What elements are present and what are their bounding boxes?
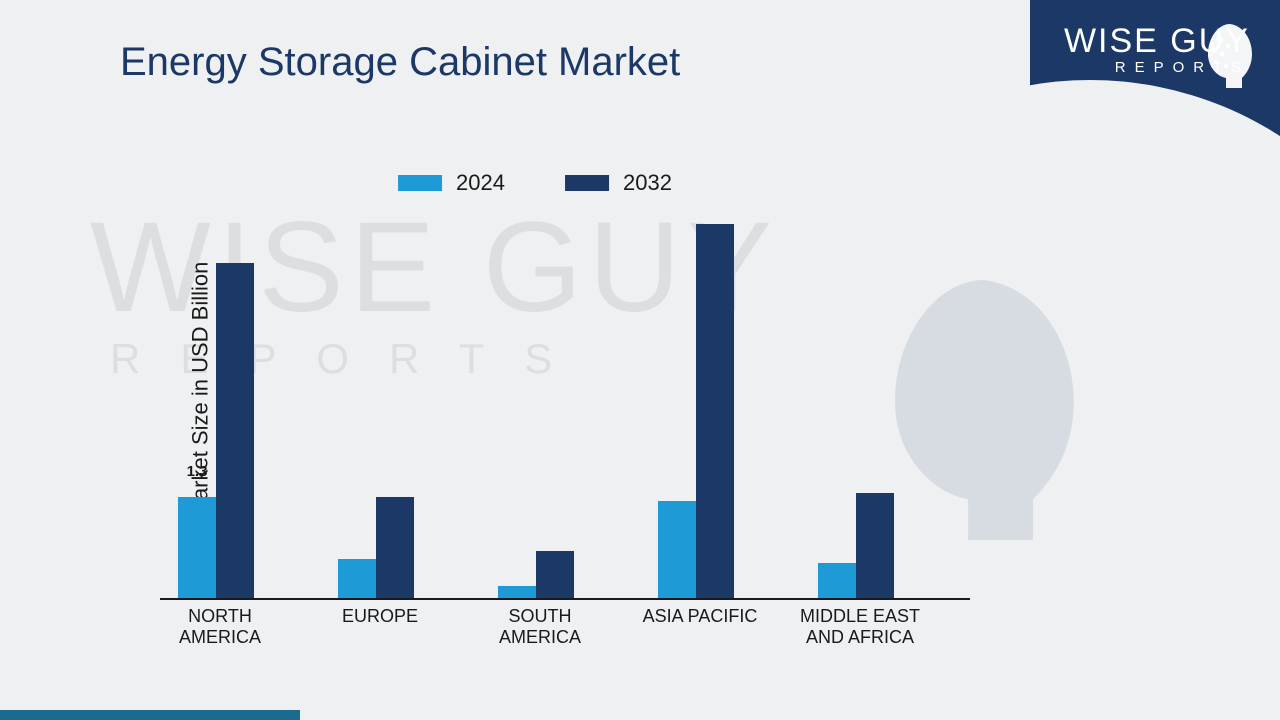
- category-label: MIDDLE EAST AND AFRICA: [790, 606, 930, 647]
- head-icon: [1192, 20, 1256, 92]
- bar-2024: [498, 586, 536, 598]
- bottom-accent-bar: [0, 710, 300, 720]
- bar-2024: [658, 501, 696, 599]
- category-label: SOUTH AMERICA: [470, 606, 610, 647]
- chart-canvas: WISE GUY REPORTS Energy Storage Cabinet …: [0, 0, 1280, 720]
- legend-item-2032: 2032: [565, 170, 672, 196]
- bar-2024: [818, 563, 856, 598]
- brand-logo: WISE GUY REPORTS: [1064, 24, 1250, 75]
- category-label: NORTH AMERICA: [150, 606, 290, 647]
- bar-value-label: 1.3: [187, 463, 208, 480]
- bar-chart: Market Size in USD Billion 2024 2032 1.3…: [100, 180, 970, 600]
- legend-label-2032: 2032: [623, 170, 672, 196]
- legend-swatch-2032: [565, 175, 609, 191]
- bar-2032: [376, 497, 414, 598]
- legend-item-2024: 2024: [398, 170, 505, 196]
- legend-label-2024: 2024: [456, 170, 505, 196]
- category-label: EUROPE: [310, 606, 450, 627]
- bar-2032: [216, 263, 254, 598]
- legend-swatch-2024: [398, 175, 442, 191]
- bar-2032: [536, 551, 574, 598]
- bar-2024: [178, 497, 216, 598]
- x-axis: [160, 598, 970, 600]
- legend: 2024 2032: [398, 170, 672, 196]
- plot-area: 1.3NORTH AMERICAEUROPESOUTH AMERICAASIA …: [160, 210, 970, 600]
- chart-title: Energy Storage Cabinet Market: [120, 40, 680, 85]
- category-label: ASIA PACIFIC: [630, 606, 770, 627]
- bar-2024: [338, 559, 376, 598]
- bar-2032: [856, 493, 894, 598]
- bar-2032: [696, 224, 734, 598]
